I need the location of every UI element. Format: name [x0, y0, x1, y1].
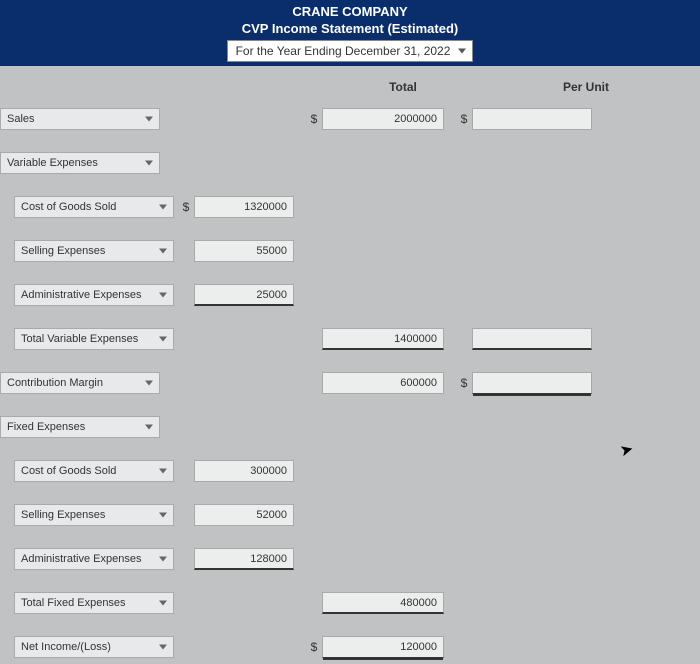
row-sales: Sales $ 2000000 $	[0, 102, 690, 136]
sales-unit-input[interactable]	[472, 108, 592, 130]
selling-fixed-dropdown[interactable]: Selling Expenses	[14, 504, 174, 526]
period-dropdown[interactable]: For the Year Ending December 31, 2022	[227, 40, 474, 62]
cogs-fixed-input[interactable]: 300000	[194, 460, 294, 482]
admin-fixed-dropdown[interactable]: Administrative Expenses	[14, 548, 174, 570]
cogs-var-input[interactable]: 1320000	[194, 196, 294, 218]
admin-var-dropdown[interactable]: Administrative Expenses	[14, 284, 174, 306]
selling-fixed-input[interactable]: 52000	[194, 504, 294, 526]
statement-header: CRANE COMPANY CVP Income Statement (Esti…	[0, 0, 700, 66]
contrib-dropdown[interactable]: Contribution Margin	[0, 372, 160, 394]
total-fixed-input[interactable]: 480000	[322, 592, 444, 614]
row-selling-fixed: Selling Expenses 52000	[0, 498, 690, 532]
row-selling-var: Selling Expenses 55000	[0, 234, 690, 268]
cogs-var-dropdown[interactable]: Cost of Goods Sold	[14, 196, 174, 218]
dollar-sign: $	[306, 640, 322, 654]
sales-total-input[interactable]: 2000000	[322, 108, 444, 130]
row-cogs-var: Cost of Goods Sold $ 1320000	[0, 190, 690, 224]
row-fixed-expenses: Fixed Expenses	[0, 410, 690, 444]
net-dropdown[interactable]: Net Income/(Loss)	[14, 636, 174, 658]
total-var-input[interactable]: 1400000	[322, 328, 444, 350]
cogs-fixed-dropdown[interactable]: Cost of Goods Sold	[14, 460, 174, 482]
admin-fixed-input[interactable]: 128000	[194, 548, 294, 570]
period-value: For the Year Ending December 31, 2022	[236, 44, 451, 58]
net-total-input[interactable]: 120000	[322, 636, 444, 658]
row-variable-expenses: Variable Expenses	[0, 146, 690, 180]
row-admin-var: Administrative Expenses 25000	[0, 278, 690, 312]
row-admin-fixed: Administrative Expenses 128000	[0, 542, 690, 576]
row-contribution-margin: Contribution Margin 600000 $	[0, 366, 690, 400]
row-total-variable: Total Variable Expenses 1400000	[0, 322, 690, 356]
variable-expenses-dropdown[interactable]: Variable Expenses	[0, 152, 160, 174]
dollar-sign: $	[456, 112, 472, 126]
statement-body: Total Per Unit Sales $ 2000000 $ Variabl…	[0, 66, 700, 664]
dollar-sign: $	[178, 200, 194, 214]
total-fixed-dropdown[interactable]: Total Fixed Expenses	[14, 592, 174, 614]
row-net-income: Net Income/(Loss) $ 120000	[0, 630, 690, 664]
row-total-fixed: Total Fixed Expenses 480000	[0, 586, 690, 620]
contrib-unit-input[interactable]	[472, 372, 592, 394]
sales-dropdown[interactable]: Sales	[0, 108, 160, 130]
selling-var-dropdown[interactable]: Selling Expenses	[14, 240, 174, 262]
contrib-total-input[interactable]: 600000	[322, 372, 444, 394]
header-per-unit: Per Unit	[496, 80, 676, 94]
total-var-dropdown[interactable]: Total Variable Expenses	[14, 328, 174, 350]
header-total: Total	[310, 80, 496, 94]
column-headers: Total Per Unit	[0, 80, 690, 94]
fixed-expenses-dropdown[interactable]: Fixed Expenses	[0, 416, 160, 438]
admin-var-input[interactable]: 25000	[194, 284, 294, 306]
total-var-unit-input[interactable]	[472, 328, 592, 350]
row-cogs-fixed: Cost of Goods Sold 300000	[0, 454, 690, 488]
company-name: CRANE COMPANY	[0, 2, 700, 19]
statement-title: CVP Income Statement (Estimated)	[0, 19, 700, 40]
dollar-sign: $	[306, 112, 322, 126]
selling-var-input[interactable]: 55000	[194, 240, 294, 262]
dollar-sign: $	[456, 376, 472, 390]
